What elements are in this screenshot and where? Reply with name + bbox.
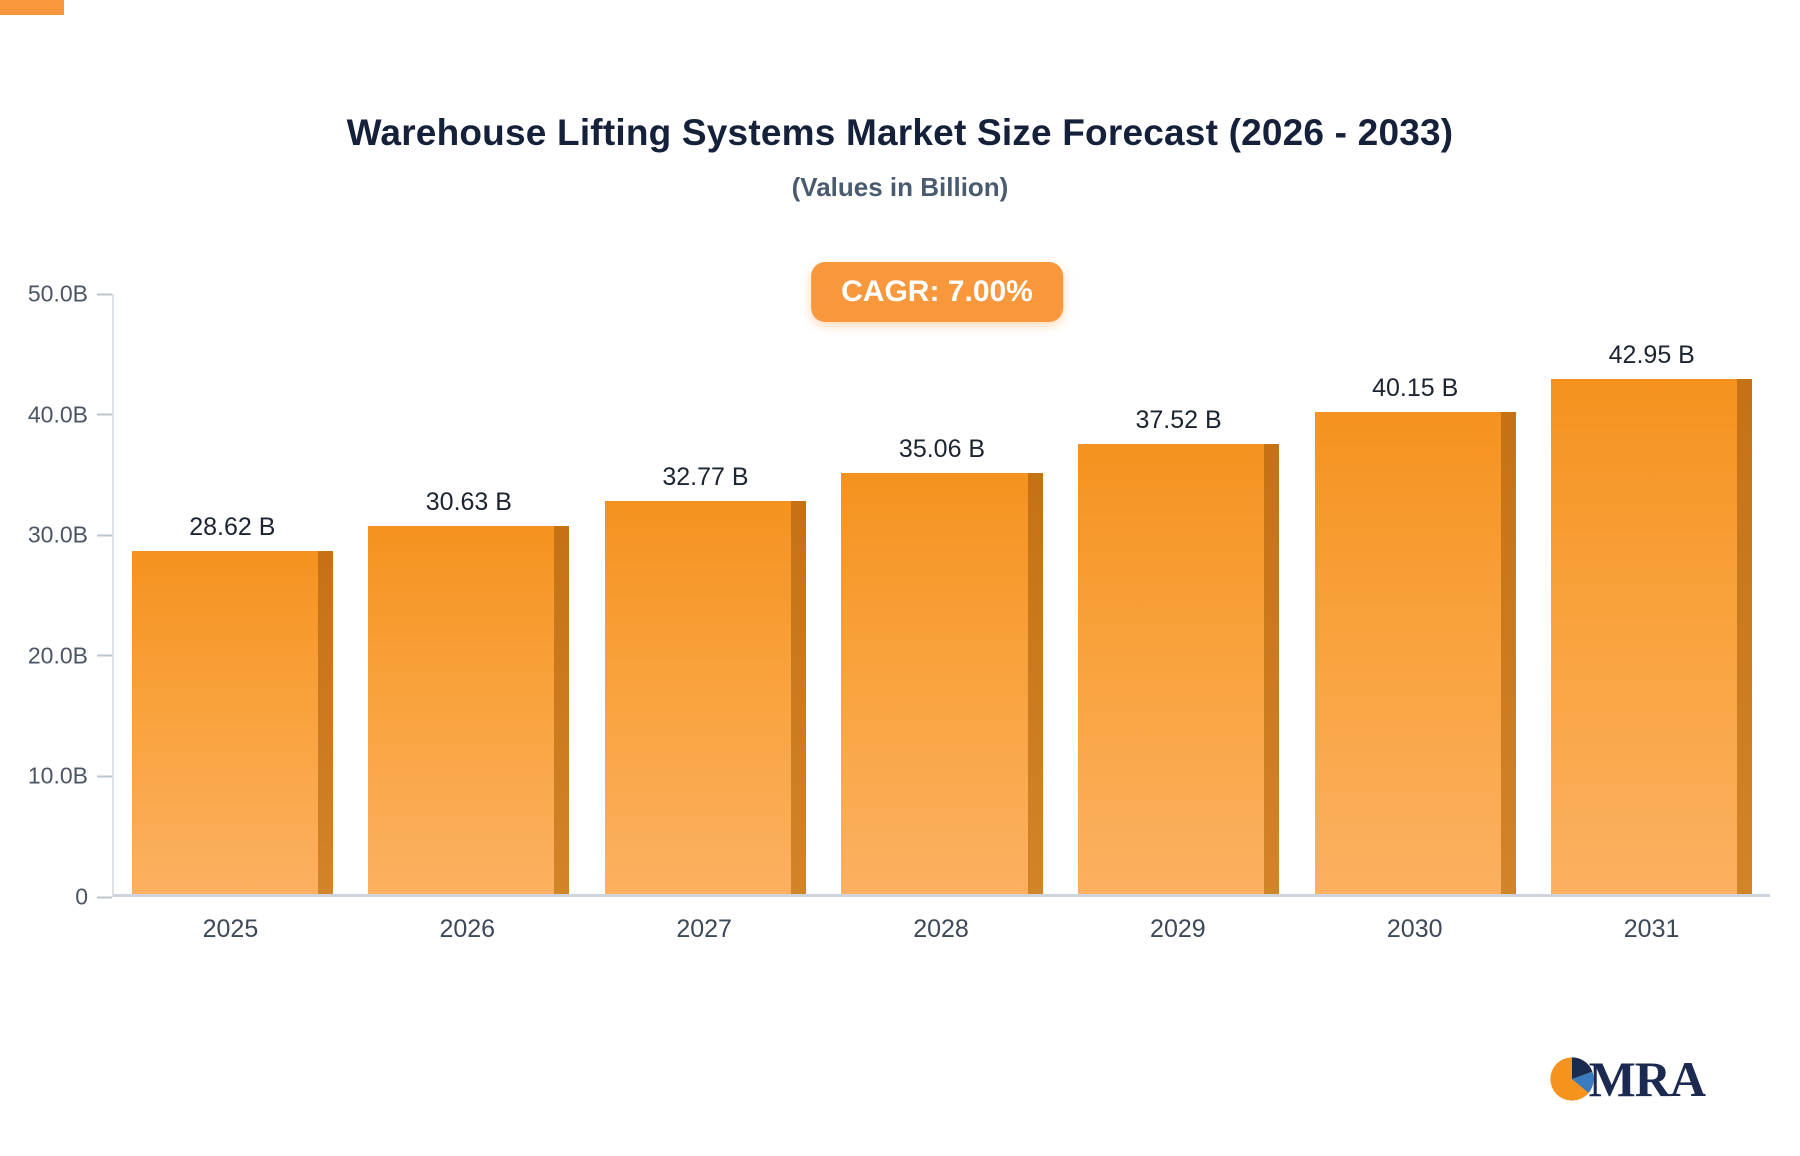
bar-column-2030: 40.15 B bbox=[1297, 294, 1534, 894]
brand-logo: MRA bbox=[1546, 1050, 1706, 1108]
corner-accent-bar bbox=[0, 0, 64, 15]
bar-2030 bbox=[1314, 412, 1516, 894]
y-tick-mark bbox=[97, 534, 112, 537]
y-tick-label: 0 bbox=[75, 883, 88, 910]
bar-2026 bbox=[368, 526, 570, 894]
bars: 28.62 B 30.63 B 32.77 B 35.06 B 37.52 B 40.15… bbox=[114, 294, 1770, 895]
plot-area: 28.62 B 30.63 B 32.77 B 35.06 B 37.52 B 40.15… bbox=[112, 294, 1770, 897]
bar-value-label: 30.63 B bbox=[425, 488, 512, 517]
bar-value-label: 40.15 B bbox=[1372, 374, 1459, 403]
y-tick-mark bbox=[97, 413, 112, 416]
x-label-2027: 2027 bbox=[676, 915, 732, 943]
y-tick: 50.0B bbox=[28, 281, 112, 308]
bar-column-2028: 35.06 B bbox=[824, 294, 1061, 894]
chart-subtitle: (Values in Billion) bbox=[791, 172, 1009, 202]
bar-column-2027: 32.77 B bbox=[587, 294, 824, 895]
y-tick: 10.0B bbox=[28, 763, 112, 790]
cagr-badge: CAGR: 7.00% bbox=[811, 262, 1063, 322]
x-label-2029: 2029 bbox=[1150, 915, 1206, 943]
x-label-2025: 2025 bbox=[202, 915, 259, 943]
bar-2031 bbox=[1551, 378, 1753, 895]
x-label-2031: 2031 bbox=[1623, 915, 1680, 943]
bar-chart: 50.0B 40.0B 30.0B 20.0B 10.0B 0 28.62 B 30.63 … bbox=[0, 281, 1800, 910]
bar-value-label: 42.95 B bbox=[1608, 340, 1695, 369]
x-label-2030: 2030 bbox=[1386, 915, 1443, 943]
y-tick-label: 30.0B bbox=[27, 521, 88, 548]
brand-text: MRA bbox=[1588, 1051, 1706, 1107]
y-tick: 0 bbox=[75, 884, 112, 911]
bar-value-label: 35.06 B bbox=[898, 435, 986, 464]
y-tick: 30.0B bbox=[28, 522, 112, 549]
x-axis: 2025 2026 2027 2028 2029 2030 2031 bbox=[112, 915, 1770, 944]
pie-chart-logo-icon bbox=[1549, 1057, 1594, 1101]
y-tick-label: 20.0B bbox=[27, 642, 88, 669]
bar-column-2029: 37.52 B bbox=[1060, 294, 1297, 895]
bar-2029 bbox=[1078, 443, 1280, 895]
x-label-2026: 2026 bbox=[439, 915, 496, 943]
bar-2025 bbox=[131, 550, 333, 895]
bar-value-label: 37.52 B bbox=[1135, 405, 1222, 434]
bar-2027 bbox=[604, 500, 807, 895]
bar-column-2031: 42.95 B bbox=[1533, 294, 1770, 895]
bar-value-label: 32.77 B bbox=[662, 462, 749, 491]
y-tick-mark bbox=[97, 896, 112, 898]
y-tick-label: 10.0B bbox=[27, 762, 88, 789]
y-tick-label: 50.0B bbox=[27, 280, 88, 307]
y-tick-mark bbox=[97, 654, 112, 657]
y-tick: 40.0B bbox=[28, 401, 112, 428]
bar-column-2025: 28.62 B bbox=[114, 294, 351, 895]
bar-column-2026: 30.63 B bbox=[351, 294, 588, 894]
y-tick: 20.0B bbox=[28, 642, 112, 669]
y-tick-mark bbox=[97, 775, 112, 778]
bar-2028 bbox=[841, 473, 1043, 894]
chart-title: Warehouse Lifting Systems Market Size Fo… bbox=[346, 112, 1454, 153]
bar-value-label: 28.62 B bbox=[189, 512, 276, 541]
y-tick-label: 40.0B bbox=[27, 401, 88, 428]
x-label-2028: 2028 bbox=[913, 915, 969, 943]
y-tick-mark bbox=[97, 293, 112, 295]
y-axis: 50.0B 40.0B 30.0B 20.0B 10.0B 0 bbox=[0, 281, 112, 910]
